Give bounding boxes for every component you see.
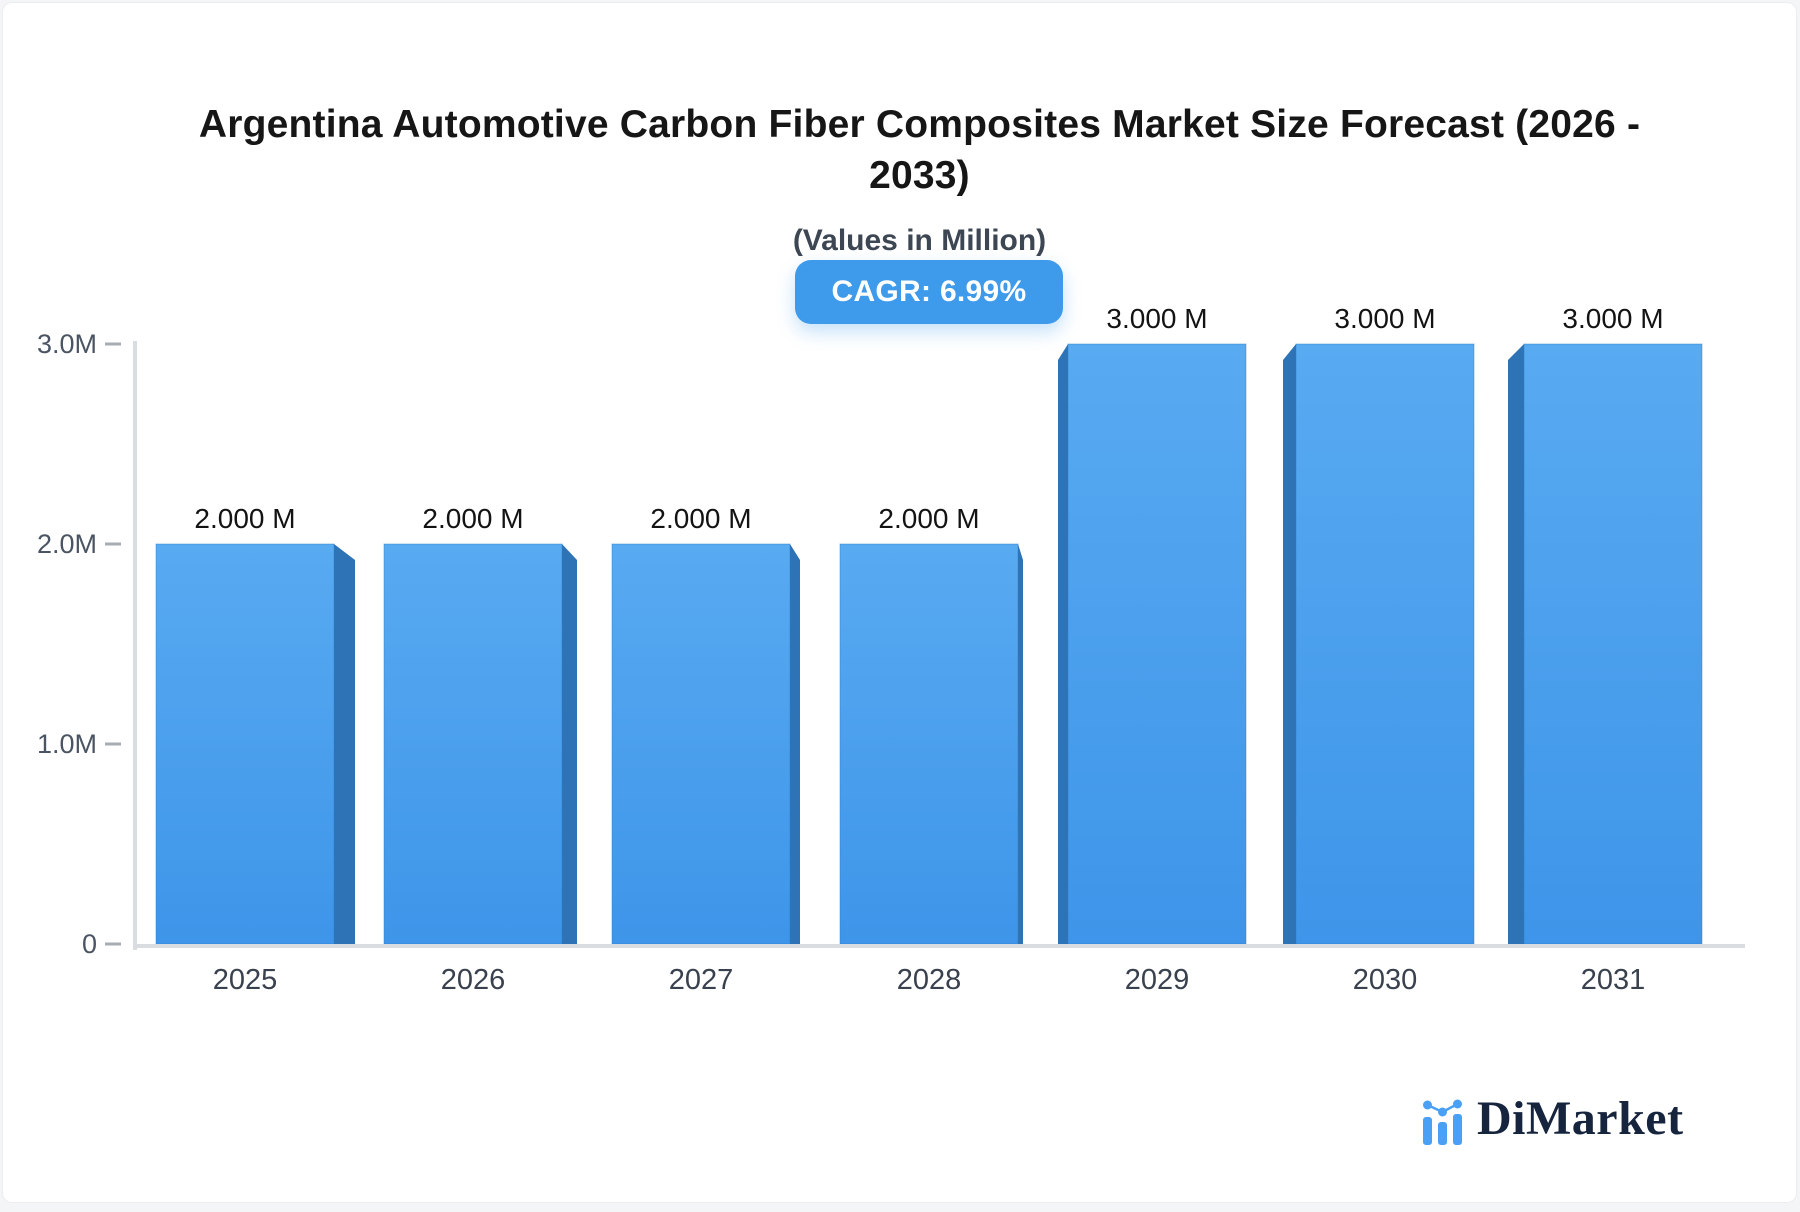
cagr-badge-label: CAGR: 6.99% — [831, 275, 1027, 308]
bar-value-label: 2.000 M — [878, 503, 979, 534]
bar-side-3d — [1508, 344, 1524, 944]
x-axis-label: 2026 — [441, 964, 506, 996]
bar-side-3d — [334, 544, 355, 944]
x-axis-label: 2029 — [1125, 964, 1190, 996]
x-axis-label: 2028 — [897, 964, 962, 996]
x-axis-line — [133, 944, 1745, 948]
bar-side-3d — [1058, 344, 1068, 944]
bar — [611, 543, 791, 945]
y-axis-line — [133, 341, 137, 950]
y-axis-tick-label: 0 — [82, 929, 97, 959]
x-axis-label: 2031 — [1581, 964, 1646, 996]
y-axis-tick-label: 3.0M — [37, 329, 97, 359]
bar-value-label: 2.000 M — [194, 503, 295, 534]
bar — [1295, 343, 1475, 945]
bar-side-3d — [790, 544, 800, 944]
y-axis-tick-label: 1.0M — [37, 729, 97, 759]
chart-title: Argentina Automotive Carbon Fiber Compos… — [43, 99, 1796, 201]
bar — [383, 543, 563, 945]
bar — [1067, 343, 1247, 945]
bar-side-3d — [1018, 544, 1023, 944]
bar — [155, 543, 335, 945]
bar — [839, 543, 1019, 945]
bar-side-3d — [1283, 344, 1296, 944]
chart-title-line2: 2033) — [869, 154, 970, 197]
cagr-badge: CAGR: 6.99% — [795, 260, 1063, 324]
y-axis-tick — [105, 942, 121, 946]
brand-logo-text: DiMarket — [1477, 1092, 1684, 1145]
x-axis-label: 2027 — [669, 964, 734, 996]
bar-value-label: 3.000 M — [1562, 303, 1663, 334]
bar-chart: 0 1.0M 2.0M 3.0M 2.000 M 2025 2.000 M 2026 2.000… — [37, 303, 1745, 996]
x-axis-label: 2030 — [1353, 964, 1418, 996]
bar-value-label: 3.000 M — [1106, 303, 1207, 334]
y-axis-tick — [105, 542, 121, 546]
chart-title-line1: Argentina Automotive Carbon Fiber Compos… — [198, 103, 1641, 146]
bar — [1523, 343, 1703, 945]
bar-value-label: 2.000 M — [650, 503, 751, 534]
bar-side-3d — [562, 544, 577, 944]
mini-bar-chart-icon — [1423, 1099, 1462, 1145]
chart-subtitle: (Values in Million) — [792, 224, 1047, 257]
y-axis-tick — [105, 742, 121, 746]
y-axis-tick — [105, 342, 121, 346]
bar-value-label: 2.000 M — [422, 503, 523, 534]
brand-logo: DiMarket — [1423, 1093, 1684, 1145]
y-axis-tick-label: 2.0M — [37, 529, 97, 559]
bar-value-label: 3.000 M — [1334, 303, 1435, 334]
x-axis-label: 2025 — [213, 964, 278, 996]
